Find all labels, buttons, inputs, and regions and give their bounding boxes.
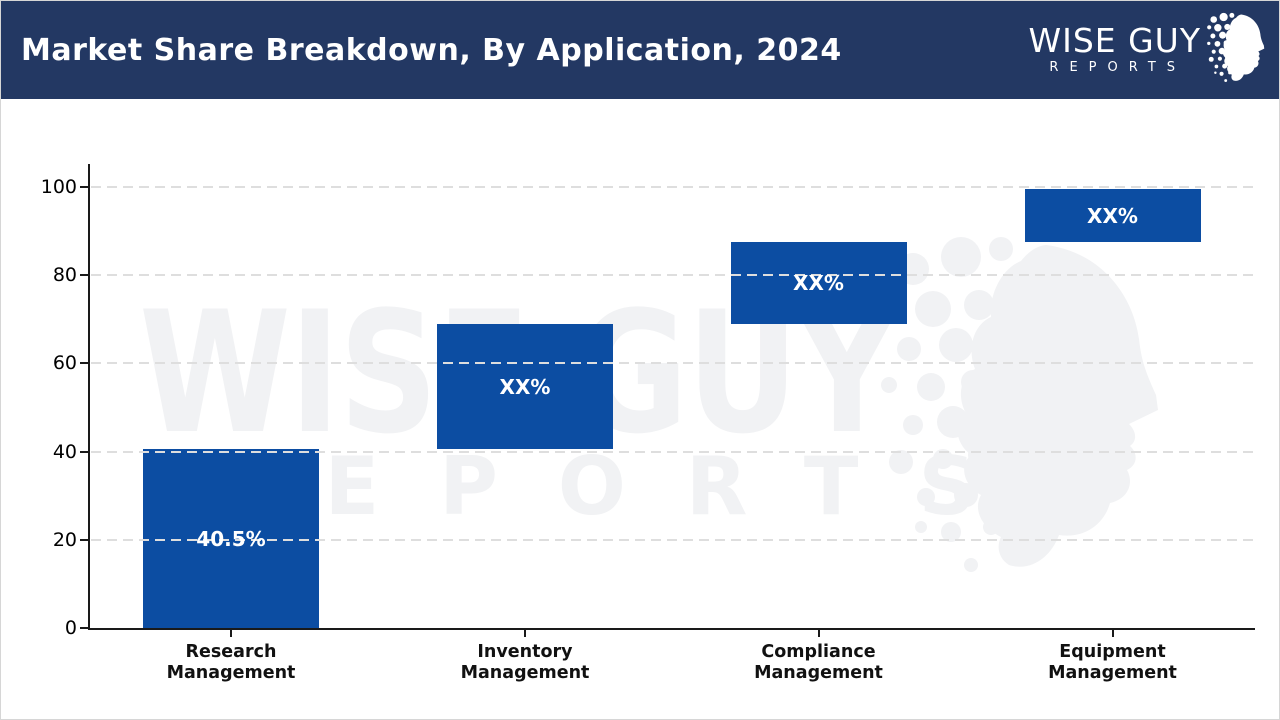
x-tick-mark (1111, 628, 1114, 637)
bar-value-label: XX% (793, 270, 844, 295)
bar-research-management (143, 449, 319, 628)
x-axis-line (88, 628, 1255, 630)
y-tick-label: 60 (52, 352, 77, 375)
gridline-40 (91, 450, 1255, 453)
x-tick-mark (817, 628, 820, 637)
y-tick-mark (80, 186, 88, 188)
brand-logo: WISE GUY REPORTS (1028, 9, 1269, 89)
y-tick-mark (80, 450, 88, 453)
x-category-label: Inventory Management (460, 642, 590, 683)
y-tick-label: 40 (52, 440, 77, 463)
chart-area: WISE GUY REPORTS 40.5% XX% XX% XX% 0 20 40 60 80… (1, 99, 1279, 719)
x-category-label: Compliance Management (754, 642, 883, 683)
dotted-head-icon (1207, 12, 1265, 82)
chart-title: Market Share Breakdown, By Application, … (21, 32, 842, 68)
bar-value-label: 40.5% (196, 526, 266, 551)
y-tick-mark (80, 362, 88, 365)
x-category-label: Research Management (166, 642, 296, 683)
bar-value-label: XX% (1087, 203, 1138, 228)
x-tick-mark (230, 628, 232, 637)
bar-compliance-management (730, 242, 907, 324)
bar-value-label: XX% (499, 374, 551, 399)
bar-equipment-management (1024, 189, 1201, 243)
gridline-60 (91, 362, 1255, 365)
x-tick-mark (524, 628, 526, 637)
x-category-label: Equipment Management (1048, 642, 1177, 683)
watermark-head-icon (881, 237, 1158, 572)
header-bar: Market Share Breakdown, By Application, … (1, 1, 1279, 99)
watermark-reports-text: REPORTS (203, 440, 1037, 533)
y-tick-mark (80, 627, 88, 629)
y-tick-label: 100 (40, 176, 77, 198)
y-axis-line (88, 164, 90, 630)
y-tick-label: 0 (64, 617, 77, 639)
gridline-20 (91, 538, 1255, 541)
gridline-80 (91, 274, 1255, 277)
brand-subname: REPORTS (1049, 60, 1187, 76)
y-tick-label: 80 (52, 264, 77, 287)
y-tick-mark (80, 538, 88, 541)
brand-name: WISE GUY (1028, 20, 1201, 60)
gridline-100 (91, 186, 1255, 188)
bar-inventory-management (437, 323, 613, 450)
y-tick-mark (80, 274, 88, 277)
y-tick-label: 20 (52, 528, 77, 551)
brand-logo-text: WISE GUY REPORTS (1028, 20, 1201, 76)
